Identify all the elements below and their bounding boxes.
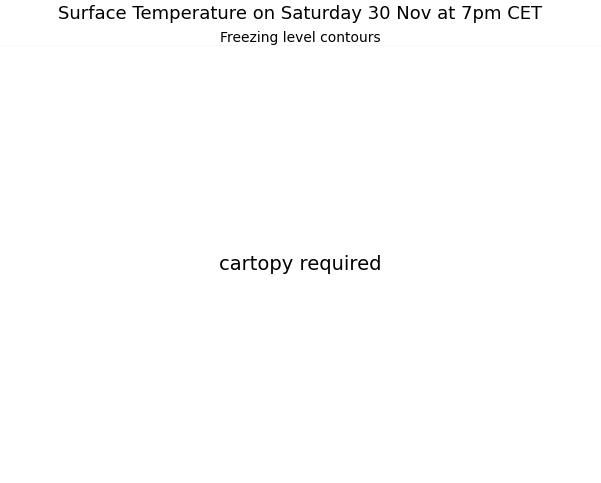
Text: Surface Temperature on Saturday 30 Nov at 7pm CET: Surface Temperature on Saturday 30 Nov a… (58, 5, 543, 23)
Text: cartopy required: cartopy required (219, 255, 382, 274)
Text: Freezing level contours: Freezing level contours (220, 30, 381, 44)
